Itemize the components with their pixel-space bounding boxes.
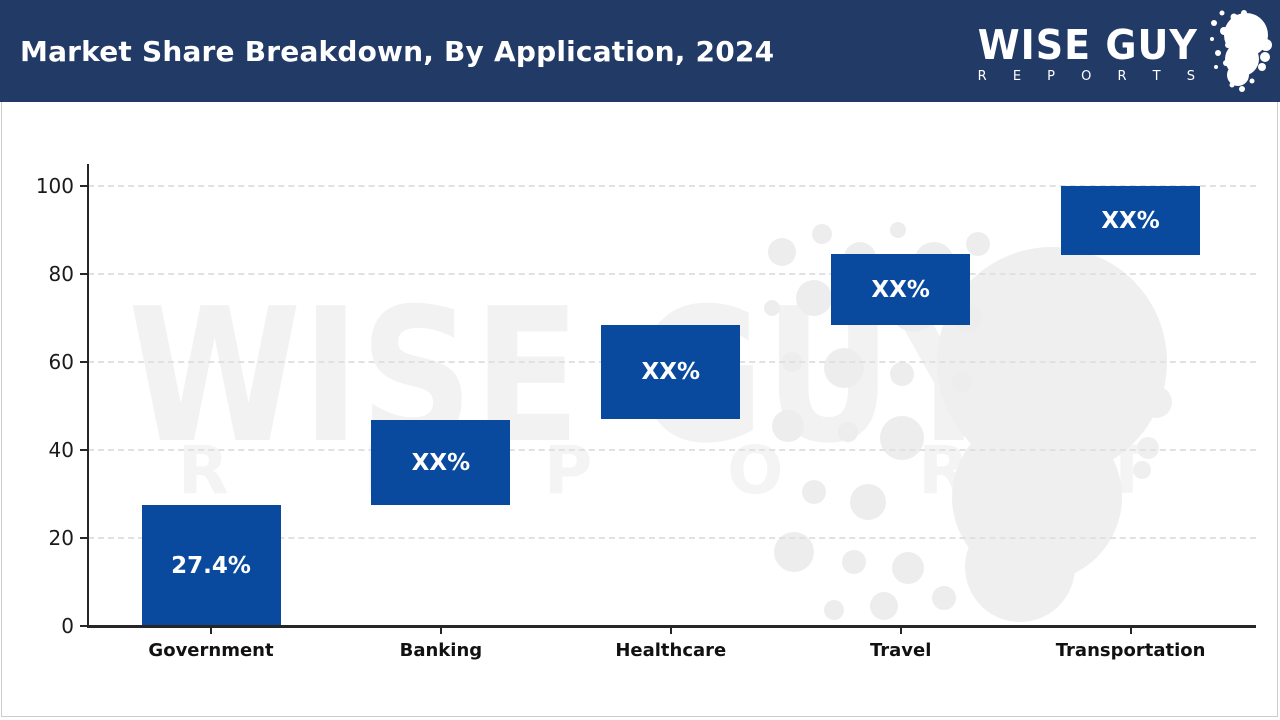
y-tick-label-40: 40 [48,438,74,462]
y-tick-label-60: 60 [48,350,74,374]
gridline-100 [88,185,1256,187]
y-tick-20 [80,537,87,539]
gridline-80 [88,273,1256,275]
y-tick-100 [80,185,87,187]
x-axis-spine [87,625,1256,628]
y-tick-40 [80,449,87,451]
category-label-travel: Travel [869,640,932,661]
bar-value-label-healthcare: XX% [641,359,701,386]
logo-text: WISE GUY R E P O R T S [970,20,1206,84]
x-tick-travel [899,627,902,634]
gridline-20 [88,537,1256,539]
bar-healthcare: XX% [601,325,741,420]
x-tick-banking [439,627,442,634]
bar-value-label-travel: XX% [871,276,930,303]
y-tick-80 [80,273,87,275]
y-tick-label-100: 100 [35,174,74,198]
gridline-40 [88,449,1256,451]
bar-value-label-banking: XX% [411,449,471,476]
y-tick-0 [80,625,87,627]
bar-value-label-government: 27.4% [171,552,251,579]
category-label-banking: Banking [399,640,483,661]
logo-subtext: R E P O R T S [977,68,1206,84]
category-label-healthcare: Healthcare [615,640,727,661]
page-title: Market Share Breakdown, By Application, … [20,34,775,68]
y-tick-label-80: 80 [48,262,74,286]
bar-banking: XX% [371,420,511,506]
x-tick-government [210,627,212,634]
logo-wordmark: WISE GUY [977,20,1198,69]
wiseguy-face-icon [1210,10,1272,92]
y-tick-label-0: 0 [61,614,74,638]
bar-value-label-transportation: XX% [1101,207,1160,234]
category-label-government: Government [148,640,274,661]
bar-government: 27.4% [141,505,281,626]
wiseguy-logo: WISE GUY R E P O R T S [970,0,1272,102]
x-tick-transportation [1129,627,1132,634]
y-tick-label-20: 20 [48,526,74,550]
header-bar: Market Share Breakdown, By Application, … [0,0,1280,102]
x-tick-healthcare [669,627,672,634]
category-label-transportation: Transportation [1055,640,1206,661]
y-axis-spine [87,164,89,628]
bar-travel: XX% [831,254,971,326]
bar-transportation: XX% [1061,186,1201,256]
y-tick-60 [80,361,87,363]
